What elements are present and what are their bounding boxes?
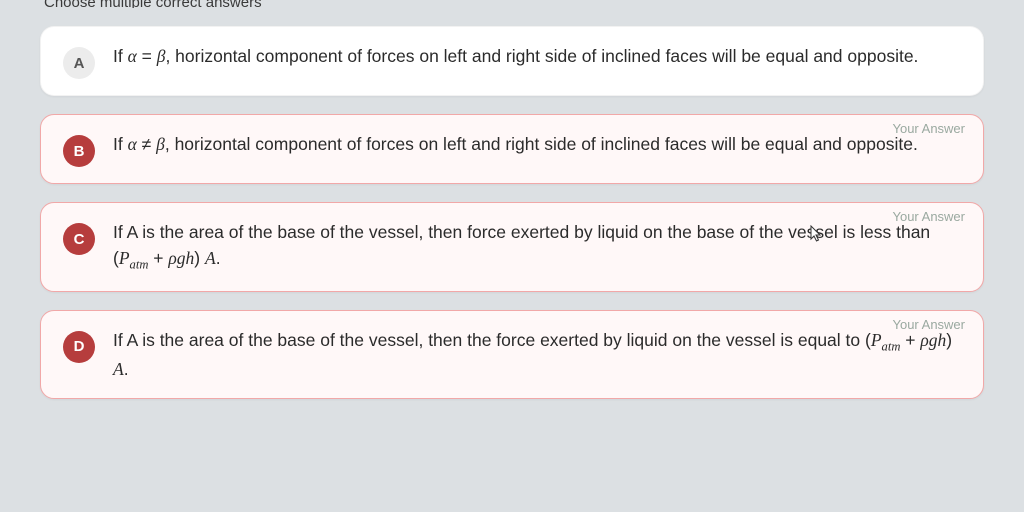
rho: ρ	[168, 248, 176, 268]
option-d-text: If A is the area of the base of the vess…	[113, 327, 961, 383]
option-b[interactable]: Your Answer B If α ≠ β, horizontal compo…	[40, 114, 984, 184]
option-c-text: If A is the area of the base of the vess…	[113, 219, 961, 275]
text: If	[113, 134, 128, 154]
atm-sub: atm	[882, 339, 901, 353]
option-c-badge: C	[63, 223, 95, 255]
text: If A is the area of the base of the vess…	[113, 330, 865, 350]
P: P	[119, 248, 130, 268]
question-header-fragment: Choose multiple correct answers	[40, 0, 984, 8]
option-a[interactable]: A If α = β, horizontal component of forc…	[40, 26, 984, 96]
g: g	[177, 248, 186, 268]
period: .	[124, 359, 129, 379]
option-d-badge: D	[63, 331, 95, 363]
option-b-text: If α ≠ β, horizontal component of forces…	[113, 131, 926, 157]
h: h	[938, 330, 947, 350]
rel: ≠	[137, 134, 156, 154]
A: A	[205, 248, 216, 268]
plus: +	[148, 248, 168, 268]
plus: +	[900, 330, 920, 350]
paren-close: )	[194, 248, 205, 268]
text: , horizontal component of forces on left…	[165, 46, 918, 66]
your-answer-label: Your Answer	[892, 209, 965, 224]
text: , horizontal component of forces on left…	[165, 134, 918, 154]
option-d[interactable]: Your Answer D If A is the area of the ba…	[40, 310, 984, 400]
option-a-text: If α = β, horizontal component of forces…	[113, 43, 926, 69]
option-b-badge: B	[63, 135, 95, 167]
period: .	[216, 248, 221, 268]
g: g	[929, 330, 938, 350]
P: P	[871, 330, 882, 350]
paren-close: )	[946, 330, 952, 350]
alpha: α	[128, 46, 137, 66]
A: A	[113, 359, 124, 379]
h: h	[186, 248, 195, 268]
alpha: α	[128, 134, 137, 154]
your-answer-label: Your Answer	[892, 121, 965, 136]
atm-sub: atm	[130, 258, 149, 272]
beta: β	[156, 134, 165, 154]
option-c[interactable]: Your Answer C If A is the area of the ba…	[40, 202, 984, 292]
option-a-badge: A	[63, 47, 95, 79]
text: If	[113, 46, 128, 66]
rho: ρ	[920, 330, 928, 350]
your-answer-label: Your Answer	[892, 317, 965, 332]
rel: =	[137, 46, 157, 66]
text: If A is the area of the base of the vess…	[113, 222, 930, 242]
